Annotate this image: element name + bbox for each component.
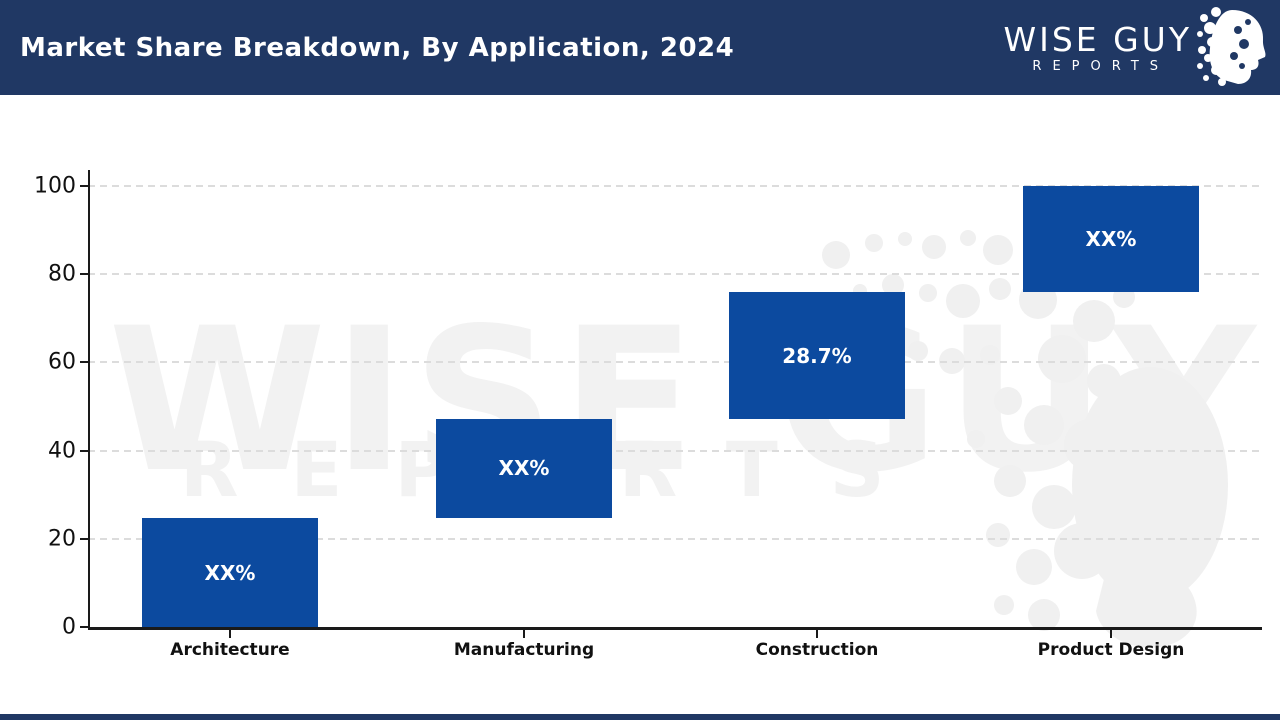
x-category-label: Construction [755, 640, 879, 660]
y-tick [80, 185, 88, 187]
x-tick [523, 630, 525, 638]
page-title: Market Share Breakdown, By Application, … [20, 32, 735, 63]
y-tick [80, 449, 88, 452]
y-tick [80, 626, 88, 628]
wiseguy-logo: WISE GUY REPORTS [1003, 4, 1272, 92]
bar-value-label: XX% [204, 560, 256, 585]
bar: XX% [436, 418, 612, 519]
bar: XX% [142, 518, 318, 627]
y-tick [80, 537, 88, 540]
y-tick-label: 20 [48, 526, 76, 552]
x-category-label: Product Design [1037, 640, 1185, 660]
x-category-label: Manufacturing [453, 640, 595, 660]
y-tick-label: 40 [48, 438, 76, 464]
header: Market Share Breakdown, By Application, … [0, 0, 1280, 95]
y-axis-line [88, 170, 90, 627]
x-category-label: Architecture [170, 640, 290, 660]
gridline [88, 361, 1262, 364]
bar: XX% [1023, 186, 1199, 293]
x-axis-line [88, 627, 1262, 630]
footer-bar [0, 714, 1280, 720]
y-tick [80, 361, 88, 364]
logo-face-icon [1197, 6, 1266, 86]
bar-value-label: XX% [1085, 227, 1137, 252]
y-tick-label: 60 [48, 349, 76, 375]
gridline [88, 449, 1262, 452]
y-tick-label: 80 [48, 261, 76, 287]
bar: 28.7% [729, 292, 905, 419]
bar-value-label: XX% [498, 456, 550, 481]
logo-subtitle: REPORTS [1032, 58, 1170, 74]
gridline [88, 273, 1262, 276]
y-tick [80, 273, 88, 276]
bar-value-label: 28.7% [782, 343, 852, 368]
y-tick-label: 100 [34, 173, 76, 199]
logo-wordmark: WISE GUY [1003, 19, 1192, 59]
x-tick [1110, 630, 1112, 638]
x-tick [816, 630, 818, 638]
x-tick [229, 630, 231, 638]
gridline [88, 537, 1262, 540]
gridline [88, 185, 1262, 187]
y-tick-label: 0 [62, 614, 76, 640]
